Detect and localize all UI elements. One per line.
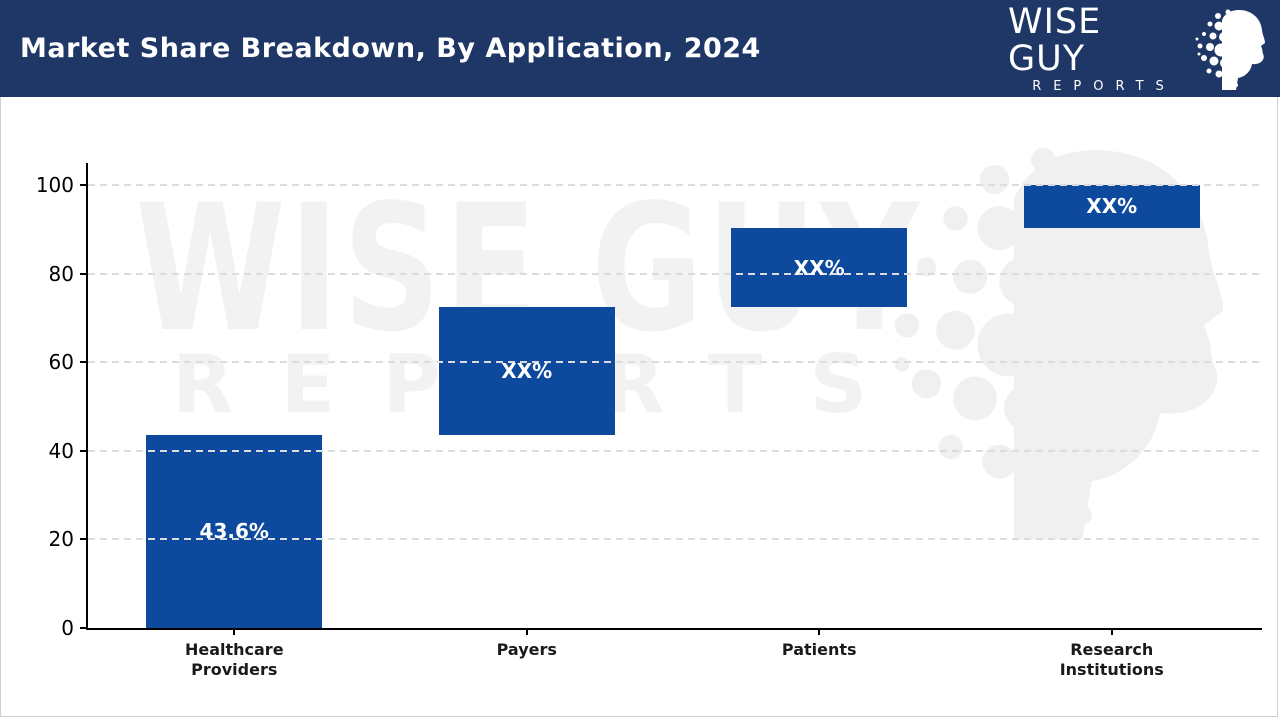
gridline-100	[88, 184, 1262, 186]
category-label-line: Patients	[781, 640, 857, 659]
category-label: Healthcare Providers	[185, 640, 284, 680]
y-tick-80	[80, 272, 88, 275]
bar-value-label: 43.6%	[199, 519, 269, 544]
gridline-80	[88, 272, 1262, 275]
bar-value-label: XX%	[793, 255, 845, 280]
x-tick-1	[525, 628, 528, 635]
y-axis-line	[86, 163, 88, 630]
category-label-line: Research	[1070, 640, 1154, 659]
y-tick-20	[80, 538, 88, 541]
y-tick-label-60: 60	[48, 350, 74, 375]
bar-value-label: XX%	[501, 359, 553, 384]
wise-guy-reports-logo: WISE GUY REPORTS	[1008, 1, 1266, 95]
logo-text: WISE GUY REPORTS	[1008, 1, 1190, 95]
x-tick-3	[1110, 628, 1113, 635]
y-tick-0	[80, 627, 88, 629]
bar-patients	[731, 227, 908, 308]
bar-research-institutions	[1023, 185, 1200, 228]
category-label-line: Providers	[191, 660, 278, 679]
header-bar: Market Share Breakdown, By Application, …	[0, 0, 1280, 97]
x-tick-2	[818, 628, 821, 635]
category-label-line: Payers	[496, 640, 557, 659]
y-tick-label-0: 0	[61, 616, 74, 640]
category-label-line: Institutions	[1059, 660, 1164, 679]
x-tick-0	[233, 628, 236, 635]
y-tick-label-20: 20	[48, 527, 74, 552]
gridline-20	[88, 538, 1262, 541]
bar-healthcare-providers	[146, 434, 323, 628]
chart-title: Market Share Breakdown, By Application, …	[20, 33, 761, 64]
category-label: Patients	[782, 640, 857, 660]
y-tick-label-100: 100	[35, 173, 74, 197]
logo-wordmark: WISE GUY	[1008, 1, 1102, 79]
y-tick-60	[80, 361, 88, 364]
gridline-60	[88, 361, 1262, 364]
bar-payers	[438, 307, 615, 435]
y-tick-100	[80, 184, 88, 186]
y-tick-label-40: 40	[48, 438, 74, 463]
x-axis-line	[86, 628, 1262, 630]
category-label: Payers	[497, 640, 557, 660]
head-profile-dots-icon	[1195, 9, 1265, 90]
gridline-40	[88, 449, 1262, 452]
logo-subtitle: REPORTS	[1032, 79, 1176, 95]
category-label-line: Healthcare	[184, 640, 284, 659]
category-label: Research Institutions	[1060, 640, 1164, 680]
y-tick-40	[80, 449, 88, 452]
y-tick-label-80: 80	[48, 261, 74, 286]
watermark-head-profile-dots	[885, 147, 1224, 540]
bar-value-label: XX%	[1086, 194, 1138, 219]
